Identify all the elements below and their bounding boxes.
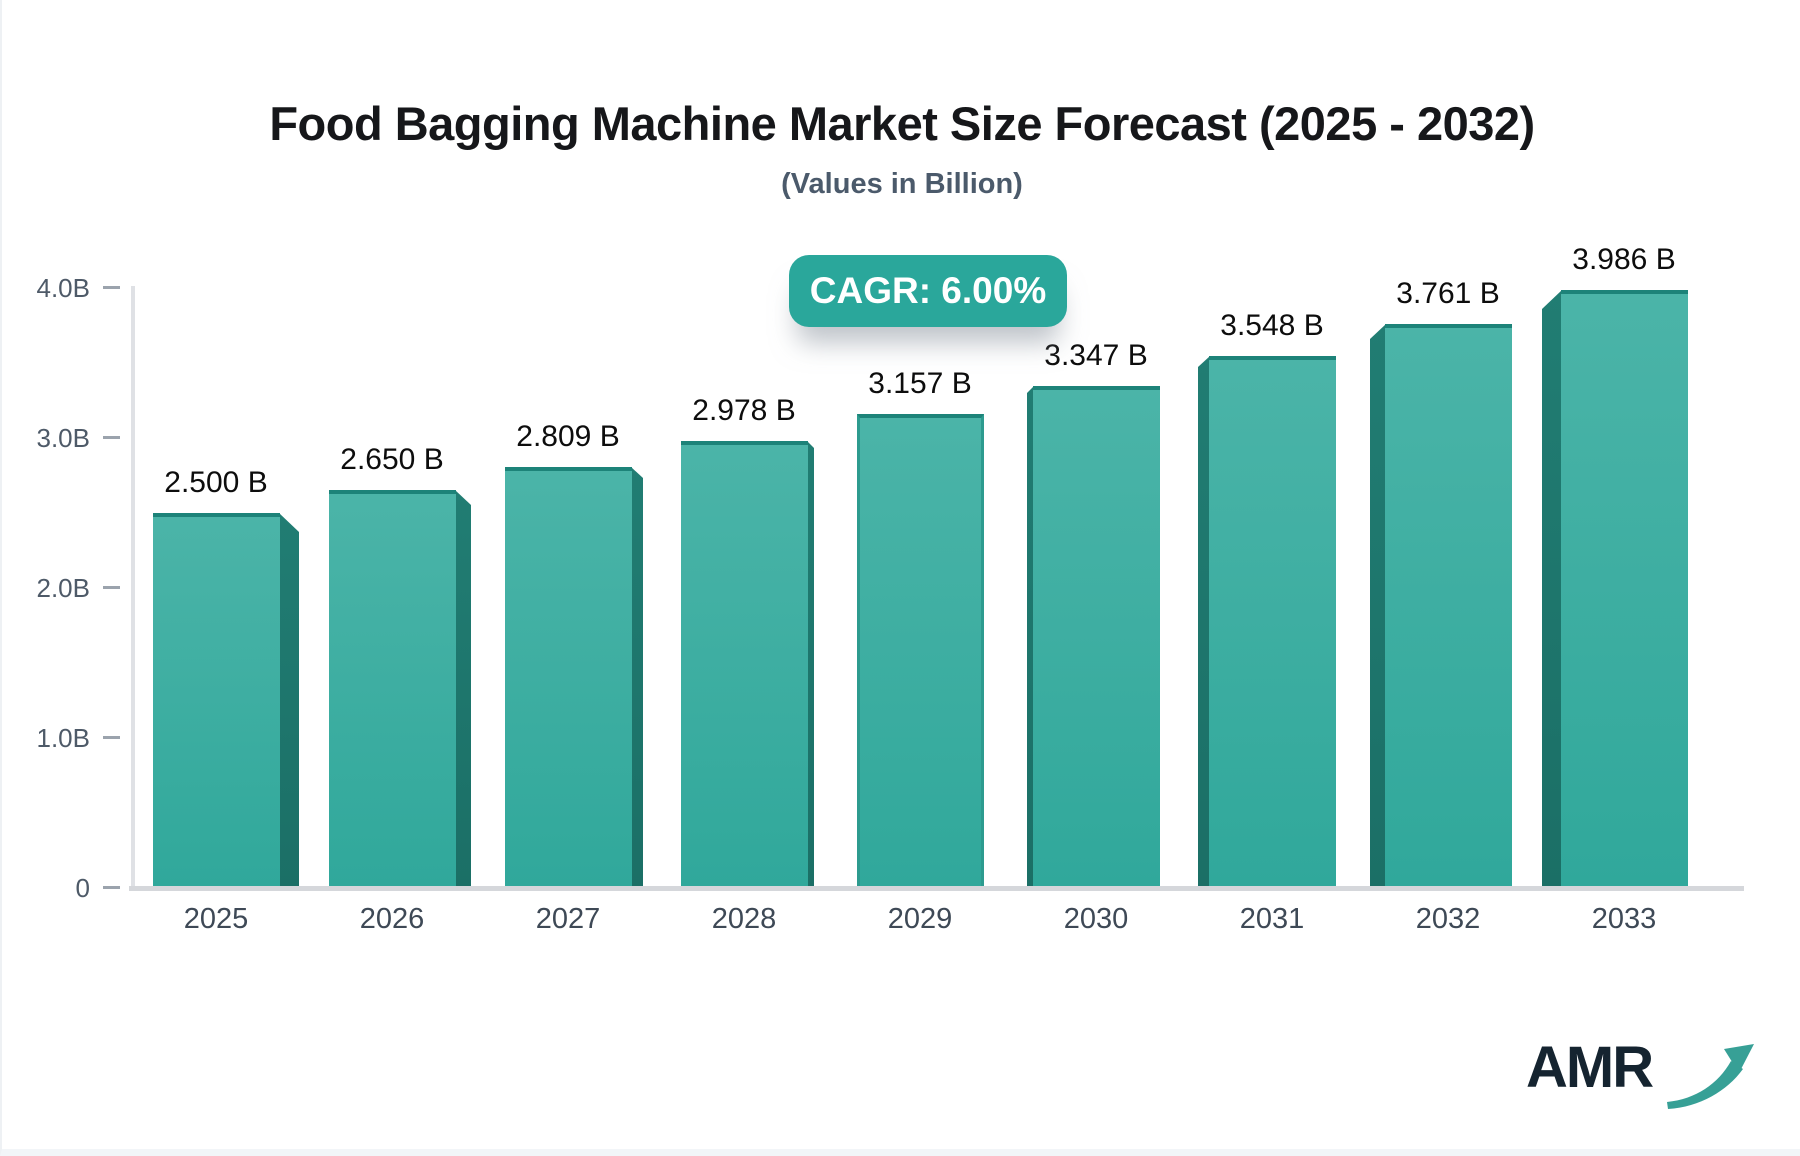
y-tick-mark <box>103 886 120 889</box>
x-axis-baseline <box>129 886 1744 891</box>
bar-value-label: 3.548 B <box>1220 309 1324 342</box>
bar-side-face <box>279 513 299 888</box>
bar-side-face <box>1027 386 1034 888</box>
bar-value-label: 3.347 B <box>1044 339 1148 372</box>
bar-2033 <box>1561 290 1688 888</box>
x-axis-label-2027: 2027 <box>535 903 601 935</box>
bar-side-face <box>455 490 471 888</box>
x-axis-label-2032: 2032 <box>1415 903 1481 935</box>
bar-value-label: 2.809 B <box>516 420 620 453</box>
amr-logo-arrow-icon <box>1667 1044 1754 1109</box>
bar-side-face <box>1542 290 1562 888</box>
bar-2032 <box>1385 324 1512 888</box>
x-axis-label-2031: 2031 <box>1239 903 1305 935</box>
bar-2025 <box>153 513 280 888</box>
x-axis-label-2029: 2029 <box>887 903 953 935</box>
bar-2026 <box>329 490 456 888</box>
amr-logo-text: AMR <box>1526 1035 1654 1100</box>
bar-2027 <box>505 467 632 888</box>
bar-value-label: 2.978 B <box>692 394 796 427</box>
x-axis-label-2028: 2028 <box>711 903 777 935</box>
bar-2030 <box>1033 386 1160 888</box>
bar-2029 <box>857 414 984 888</box>
bar-value-label: 3.986 B <box>1572 243 1676 276</box>
x-axis-label-2026: 2026 <box>359 903 425 935</box>
y-tick-label: 4.0B <box>36 273 91 303</box>
y-tick-mark <box>103 736 120 739</box>
amr-logo: AMR <box>1526 1034 1766 1120</box>
y-axis-line <box>131 286 135 890</box>
y-tick-label: 1.0B <box>36 723 91 753</box>
chart-subtitle: (Values in Billion) <box>781 168 1023 200</box>
bar-side-face <box>1198 356 1210 888</box>
y-tick-label: 3.0B <box>36 423 91 453</box>
bar-side-face <box>807 441 814 888</box>
y-tick-label: 0 <box>75 873 90 903</box>
y-tick-mark <box>103 436 120 439</box>
y-tick-mark <box>103 586 120 589</box>
x-axis-label-2033: 2033 <box>1591 903 1657 935</box>
y-tick-label: 2.0B <box>36 573 91 603</box>
x-axis-label-2030: 2030 <box>1063 903 1129 935</box>
bar-value-label: 2.500 B <box>164 466 268 499</box>
bar-2028 <box>681 441 808 888</box>
bar-2031 <box>1209 356 1336 888</box>
x-axis-label-2025: 2025 <box>183 903 249 935</box>
chart-title: Food Bagging Machine Market Size Forecas… <box>269 97 1535 150</box>
bar-value-label: 2.650 B <box>340 443 444 476</box>
bar-value-label: 3.761 B <box>1396 277 1500 310</box>
bar-side-face <box>1370 324 1386 888</box>
bar-value-label: 3.157 B <box>868 367 972 400</box>
bar-side-face <box>631 467 643 888</box>
cagr-badge: CAGR: 6.00% <box>789 255 1067 327</box>
y-tick-mark <box>103 286 120 289</box>
